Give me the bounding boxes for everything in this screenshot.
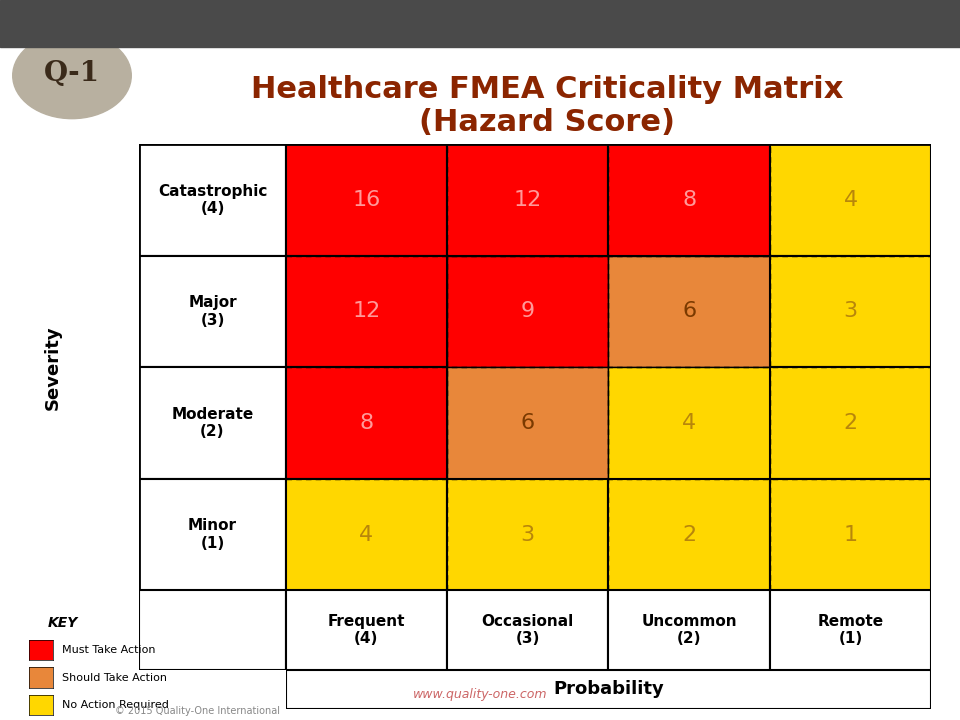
Bar xyxy=(770,144,931,256)
Text: 4: 4 xyxy=(844,190,857,210)
Text: Catastrophic
(4): Catastrophic (4) xyxy=(157,184,267,216)
Bar xyxy=(286,144,447,256)
Bar xyxy=(609,590,770,670)
Text: 8: 8 xyxy=(359,413,373,433)
Text: Should Take Action: Should Take Action xyxy=(62,672,167,683)
Text: 6: 6 xyxy=(683,302,696,321)
Text: No Action Required: No Action Required xyxy=(62,700,169,710)
Text: 3: 3 xyxy=(520,525,535,544)
Bar xyxy=(447,144,609,256)
Bar xyxy=(609,144,770,256)
Text: Major
(3): Major (3) xyxy=(188,295,237,328)
Text: 9: 9 xyxy=(520,302,535,321)
Text: 4: 4 xyxy=(359,525,373,544)
Bar xyxy=(286,479,447,590)
Bar xyxy=(609,256,770,367)
Text: 4: 4 xyxy=(683,413,696,433)
Text: Must Take Action: Must Take Action xyxy=(62,645,156,655)
Text: 6: 6 xyxy=(520,413,535,433)
Bar xyxy=(139,256,286,367)
Bar xyxy=(447,479,609,590)
Bar xyxy=(139,144,286,256)
Bar xyxy=(447,590,609,670)
Text: 3: 3 xyxy=(844,302,857,321)
Bar xyxy=(139,479,286,590)
Text: Frequent
(4): Frequent (4) xyxy=(327,613,405,647)
Bar xyxy=(286,367,447,479)
Text: 8: 8 xyxy=(683,190,696,210)
Text: Occasional
(3): Occasional (3) xyxy=(482,613,574,647)
Bar xyxy=(770,590,931,670)
Text: Probability: Probability xyxy=(553,680,663,698)
Text: Uncommon
(2): Uncommon (2) xyxy=(641,613,737,647)
Bar xyxy=(609,367,770,479)
Bar xyxy=(139,367,286,479)
Bar xyxy=(447,256,609,367)
Text: Q-1: Q-1 xyxy=(44,60,100,87)
Bar xyxy=(609,479,770,590)
Text: 2: 2 xyxy=(844,413,857,433)
Text: 1: 1 xyxy=(844,525,857,544)
Bar xyxy=(447,367,609,479)
Text: © 2015 Quality-One International: © 2015 Quality-One International xyxy=(115,706,280,716)
Text: 12: 12 xyxy=(352,302,380,321)
Text: www.quality-one.com: www.quality-one.com xyxy=(413,688,547,701)
Text: Minor
(1): Minor (1) xyxy=(188,518,237,551)
Text: 16: 16 xyxy=(352,190,380,210)
Bar xyxy=(770,367,931,479)
Bar xyxy=(286,590,447,670)
Text: 12: 12 xyxy=(514,190,541,210)
Text: Severity: Severity xyxy=(44,325,61,410)
Bar xyxy=(139,590,286,670)
Text: (Hazard Score): (Hazard Score) xyxy=(420,108,675,137)
Text: Remote
(1): Remote (1) xyxy=(818,613,883,647)
Text: KEY: KEY xyxy=(48,616,79,630)
Text: Healthcare FMEA Criticality Matrix: Healthcare FMEA Criticality Matrix xyxy=(251,76,844,104)
Bar xyxy=(770,479,931,590)
Text: Moderate
(2): Moderate (2) xyxy=(171,407,253,439)
Bar xyxy=(286,256,447,367)
Ellipse shape xyxy=(12,32,132,119)
Bar xyxy=(770,256,931,367)
Text: 2: 2 xyxy=(683,525,696,544)
